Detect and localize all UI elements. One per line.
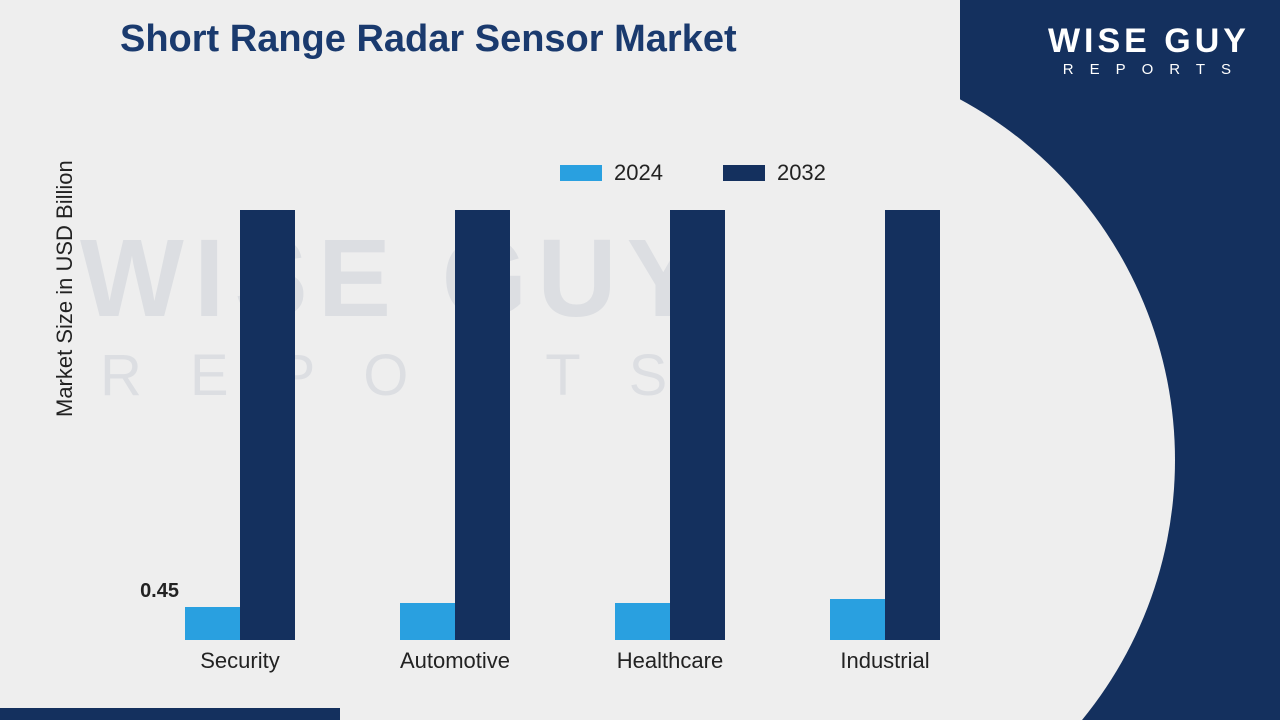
category-label: Automotive <box>370 648 540 674</box>
category-label: Healthcare <box>585 648 755 674</box>
bar-2032-healthcare <box>670 210 725 640</box>
legend-swatch-2032 <box>723 165 765 181</box>
brand-logo: WISE GUY REPORTS <box>1048 22 1250 78</box>
bar-2032-industrial <box>885 210 940 640</box>
bar-2024-security <box>185 607 240 640</box>
chart-canvas: WISE GUY REPORTS WISE GUY REPORTS Short … <box>0 0 1280 720</box>
legend-item-2032: 2032 <box>723 160 826 186</box>
legend-swatch-2024 <box>560 165 602 181</box>
bar-2032-automotive <box>455 210 510 640</box>
bar-group: Automotive <box>400 210 510 640</box>
legend: 2024 2032 <box>560 160 826 186</box>
brand-logo-line2: REPORTS <box>1048 61 1250 78</box>
footer-accent-bar <box>0 708 340 720</box>
chart-title: Short Range Radar Sensor Market <box>120 18 737 61</box>
bar-2024-automotive <box>400 603 455 640</box>
y-axis-label: Market Size in USD Billion <box>52 160 78 417</box>
legend-label-2024: 2024 <box>614 160 663 186</box>
bar-2032-security <box>240 210 295 640</box>
category-label: Industrial <box>800 648 970 674</box>
bar-2024-industrial <box>830 599 885 640</box>
category-label: Security <box>155 648 325 674</box>
bar-2024-healthcare <box>615 603 670 640</box>
legend-label-2032: 2032 <box>777 160 826 186</box>
bar-group: Industrial <box>830 210 940 640</box>
bar-group: Security <box>185 210 295 640</box>
bar-group: Healthcare <box>615 210 725 640</box>
brand-logo-line1: WISE GUY <box>1048 22 1250 61</box>
data-label: 0.45 <box>127 580 179 603</box>
legend-item-2024: 2024 <box>560 160 663 186</box>
plot-area: Security Automotive Healthcare Industrial 0.… <box>100 210 970 640</box>
